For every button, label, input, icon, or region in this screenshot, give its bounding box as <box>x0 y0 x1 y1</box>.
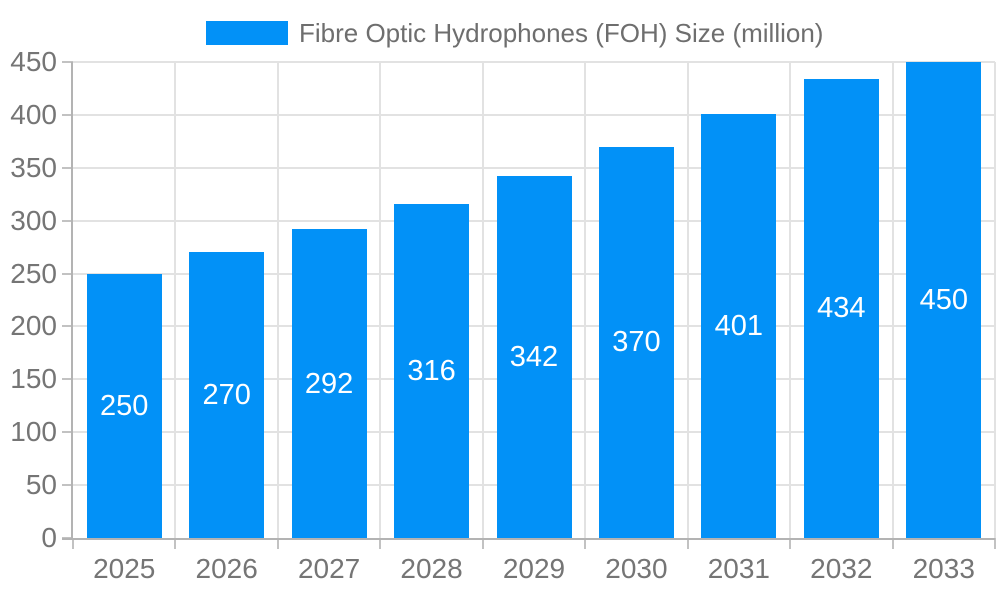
y-axis-tick-label: 150 <box>10 363 57 395</box>
bar-2032[interactable] <box>803 78 879 538</box>
bar-value-label: 316 <box>407 354 456 387</box>
bar-2030[interactable] <box>598 146 674 538</box>
bar-value-label: 401 <box>714 309 764 342</box>
bar-value-label: 250 <box>100 389 149 422</box>
x-axis-tick <box>72 538 74 549</box>
x-gridline <box>174 62 177 538</box>
x-gridline <box>481 62 484 538</box>
y-axis-tick <box>62 113 73 116</box>
x-axis-tick <box>789 538 792 549</box>
x-axis-tick <box>686 538 689 549</box>
y-axis-tick-label: 350 <box>10 151 57 183</box>
y-axis-tick-label: 450 <box>10 46 57 77</box>
y-axis-tick <box>62 61 73 63</box>
y-axis-tick <box>62 431 73 434</box>
x-axis-tick-label: 2029 <box>502 553 566 584</box>
x-axis-tick <box>276 538 279 549</box>
legend-item[interactable]: Fibre Optic Hydrophones (FOH) Size (mill… <box>206 19 823 47</box>
legend-swatch <box>206 21 288 45</box>
y-axis-tick <box>62 325 73 328</box>
x-axis-tick-label: 2032 <box>810 553 873 584</box>
bar-2031[interactable] <box>701 113 777 538</box>
x-axis-tick-label: 2031 <box>707 553 771 584</box>
x-axis-tick <box>584 538 587 549</box>
x-gridline <box>379 62 382 538</box>
y-gridline <box>73 113 995 116</box>
x-gridline <box>994 62 996 538</box>
bar-2027[interactable] <box>291 229 367 538</box>
x-axis-tick-label: 2033 <box>912 553 975 584</box>
y-gridline <box>73 166 995 169</box>
y-axis-tick <box>62 378 73 381</box>
bar-2026[interactable] <box>189 252 265 538</box>
legend-label: Fibre Optic Hydrophones (FOH) Size (mill… <box>299 18 824 48</box>
y-axis-tick-label: 250 <box>10 257 57 289</box>
x-gridline <box>584 62 587 538</box>
x-axis-tick-label: 2028 <box>400 553 463 584</box>
bar-value-label: 342 <box>509 341 559 374</box>
y-axis-tick-label: 400 <box>10 98 57 130</box>
bar-value-label: 270 <box>202 379 251 412</box>
bar-2028[interactable] <box>394 203 470 538</box>
bar-2025[interactable] <box>86 273 162 538</box>
y-axis-tick-label: 300 <box>10 204 57 236</box>
x-axis-tick-label: 2030 <box>605 553 668 584</box>
y-axis-tick <box>62 219 73 222</box>
bar-value-label: 370 <box>612 326 661 359</box>
bar-value-label: 450 <box>919 284 968 316</box>
x-gridline <box>276 62 279 538</box>
x-axis-tick-label: 2027 <box>297 553 361 584</box>
y-axis-tick <box>62 166 73 169</box>
bar-value-label: 434 <box>817 292 866 325</box>
x-axis-tick <box>174 538 177 549</box>
y-axis-line <box>71 62 73 540</box>
x-axis-tick <box>379 538 382 549</box>
x-axis-tick <box>994 538 996 549</box>
bar-2033[interactable] <box>906 62 982 538</box>
x-gridline <box>789 62 792 538</box>
y-axis-tick <box>62 272 73 275</box>
x-axis-tick-label: 2026 <box>195 553 258 584</box>
x-gridline <box>891 62 894 538</box>
x-axis-tick-label: 2025 <box>93 553 156 584</box>
y-axis-tick <box>62 484 73 487</box>
y-axis-tick-label: 50 <box>25 469 57 501</box>
x-axis-tick <box>481 538 484 549</box>
x-gridline <box>686 62 689 538</box>
y-gridline <box>73 61 995 63</box>
y-axis-tick-label: 0 <box>41 522 57 553</box>
y-axis-tick-label: 200 <box>10 310 57 342</box>
x-axis-line <box>62 538 995 540</box>
bar-2029[interactable] <box>496 176 572 538</box>
x-axis-tick <box>891 538 894 549</box>
y-axis-tick-label: 100 <box>10 416 57 448</box>
bar-value-label: 292 <box>304 367 354 400</box>
